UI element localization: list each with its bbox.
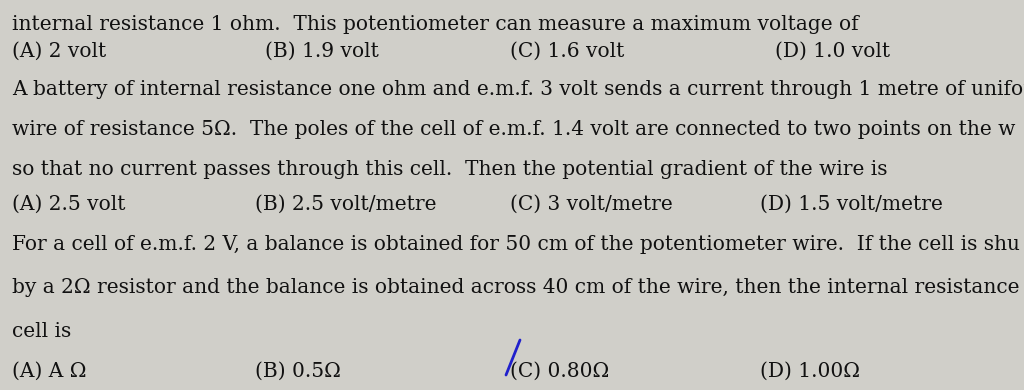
Text: internal resistance 1 ohm.  This potentiometer can measure a maximum voltage of: internal resistance 1 ohm. This potentio… (12, 15, 859, 34)
Text: wire of resistance 5Ω.  The poles of the cell of e.m.f. 1.4 volt are connected t: wire of resistance 5Ω. The poles of the … (12, 120, 1016, 139)
Text: (B) 1.9 volt: (B) 1.9 volt (265, 42, 379, 61)
Text: by a 2Ω resistor and the balance is obtained across 40 cm of the wire, then the : by a 2Ω resistor and the balance is obta… (12, 278, 1024, 297)
Text: For a cell of e.m.f. 2 V, a balance is obtained for 50 cm of the potentiometer w: For a cell of e.m.f. 2 V, a balance is o… (12, 235, 1020, 254)
Text: (A) A Ω: (A) A Ω (12, 362, 86, 381)
Text: (A) 2 volt: (A) 2 volt (12, 42, 106, 61)
Text: (C) 0.80Ω: (C) 0.80Ω (510, 362, 609, 381)
Text: cell is: cell is (12, 322, 72, 341)
Text: (D) 1.5 volt/metre: (D) 1.5 volt/metre (760, 195, 943, 214)
Text: (C) 1.6 volt: (C) 1.6 volt (510, 42, 625, 61)
Text: (C) 3 volt/metre: (C) 3 volt/metre (510, 195, 673, 214)
Text: (D) 1.0 volt: (D) 1.0 volt (775, 42, 890, 61)
Text: so that no current passes through this cell.  Then the potential gradient of the: so that no current passes through this c… (12, 160, 888, 179)
Text: (A) 2.5 volt: (A) 2.5 volt (12, 195, 126, 214)
Text: A battery of internal resistance one ohm and e.m.f. 3 volt sends a current throu: A battery of internal resistance one ohm… (12, 80, 1024, 99)
Text: (D) 1.00Ω: (D) 1.00Ω (760, 362, 860, 381)
Text: (B) 2.5 volt/metre: (B) 2.5 volt/metre (255, 195, 436, 214)
Text: (B) 0.5Ω: (B) 0.5Ω (255, 362, 341, 381)
